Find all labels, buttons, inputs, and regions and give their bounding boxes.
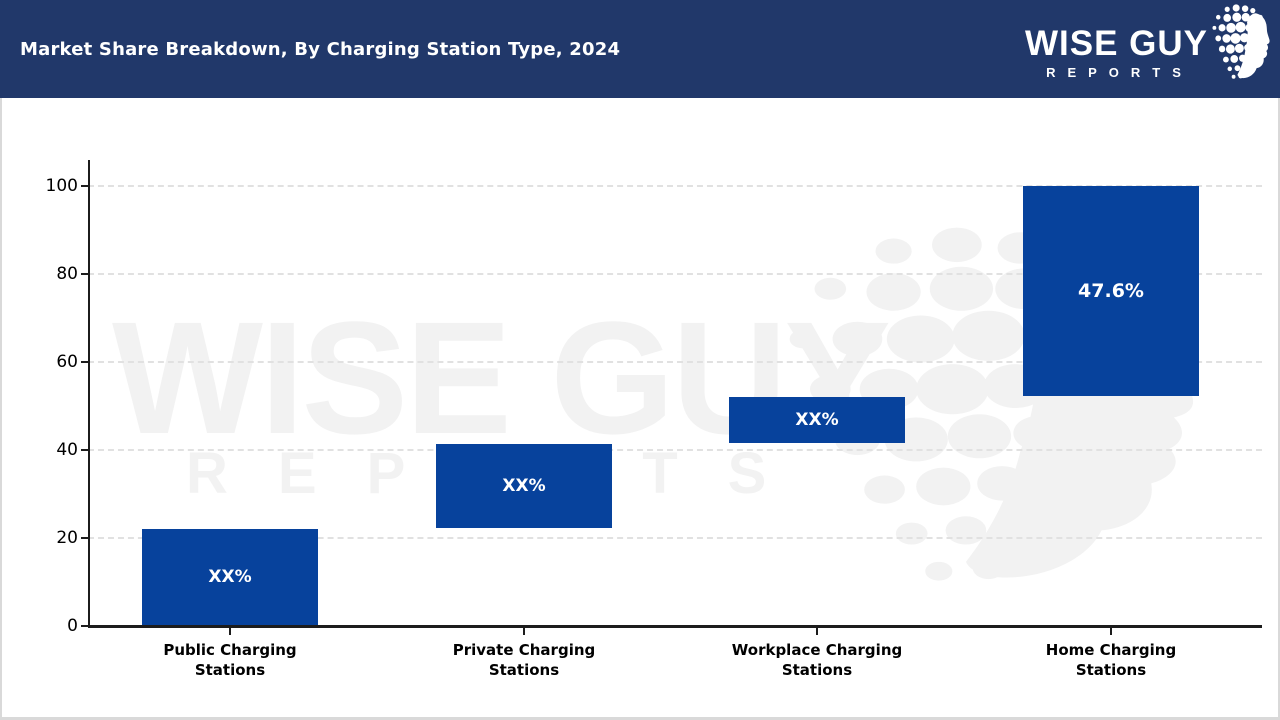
gridline-80: [88, 273, 1262, 276]
y-axis-label-40: 40: [56, 440, 78, 461]
y-axis-label-20: 20: [56, 528, 78, 549]
gridline-60: [88, 361, 1262, 364]
y-axis-label-100: 100: [45, 176, 78, 197]
bar-value-label-1: XX%: [208, 567, 252, 588]
y-axis-label-60: 60: [56, 352, 78, 373]
x-axis-tick-2: [523, 627, 525, 635]
chart-title: Market Share Breakdown, By Charging Stat…: [20, 38, 621, 60]
y-axis-tick-40: [81, 449, 88, 452]
logo-subtitle: REPORTS: [1046, 65, 1193, 80]
x-axis-tick-4: [1110, 627, 1112, 635]
figure-border-right: [1278, 98, 1280, 720]
x-axis-category-2: Private Charging Stations: [452, 641, 596, 680]
y-axis-label-80: 80: [56, 264, 78, 285]
y-axis-tick-80: [81, 273, 88, 276]
bar-segment-4: 47.6%: [1023, 186, 1199, 396]
x-axis-category-3: Workplace Charging Stations: [731, 641, 903, 680]
y-axis-tick-100: [81, 185, 88, 188]
x-axis-tick-1: [229, 627, 231, 635]
y-axis-tick-20: [81, 537, 88, 540]
logo-wordmark: WISE GUY: [1024, 24, 1208, 63]
wise-guy-logo: WISE GUY REPORTS: [1025, 4, 1272, 90]
x-axis-tick-3: [816, 627, 818, 635]
figure-border-bottom: [0, 717, 1280, 720]
bar-segment-3: XX%: [729, 396, 905, 443]
bar-value-label-3: XX%: [795, 409, 839, 430]
x-axis-category-4: Home Charging Stations: [1045, 641, 1177, 680]
logo-text: WISE GUY REPORTS: [1025, 24, 1208, 80]
gridline-20: [88, 537, 1262, 540]
y-axis-tick-60: [81, 361, 88, 364]
header-bar: Market Share Breakdown, By Charging Stat…: [0, 0, 1280, 98]
x-axis-line: [88, 625, 1262, 628]
y-axis-label-0: 0: [67, 616, 78, 636]
figure-border-left: [0, 98, 2, 720]
x-axis-category-1: Public Charging Stations: [163, 641, 297, 680]
gridline-40: [88, 449, 1262, 452]
y-axis-line: [88, 160, 90, 628]
bar-value-label-4: 47.6%: [1078, 280, 1144, 302]
wise-guy-head-icon: [1212, 4, 1270, 79]
gridline-100: [88, 185, 1262, 188]
bar-segment-1: XX%: [142, 528, 318, 626]
y-axis-tick-0: [81, 625, 88, 627]
bar-segment-2: XX%: [436, 444, 612, 528]
bar-value-label-2: XX%: [502, 475, 546, 496]
